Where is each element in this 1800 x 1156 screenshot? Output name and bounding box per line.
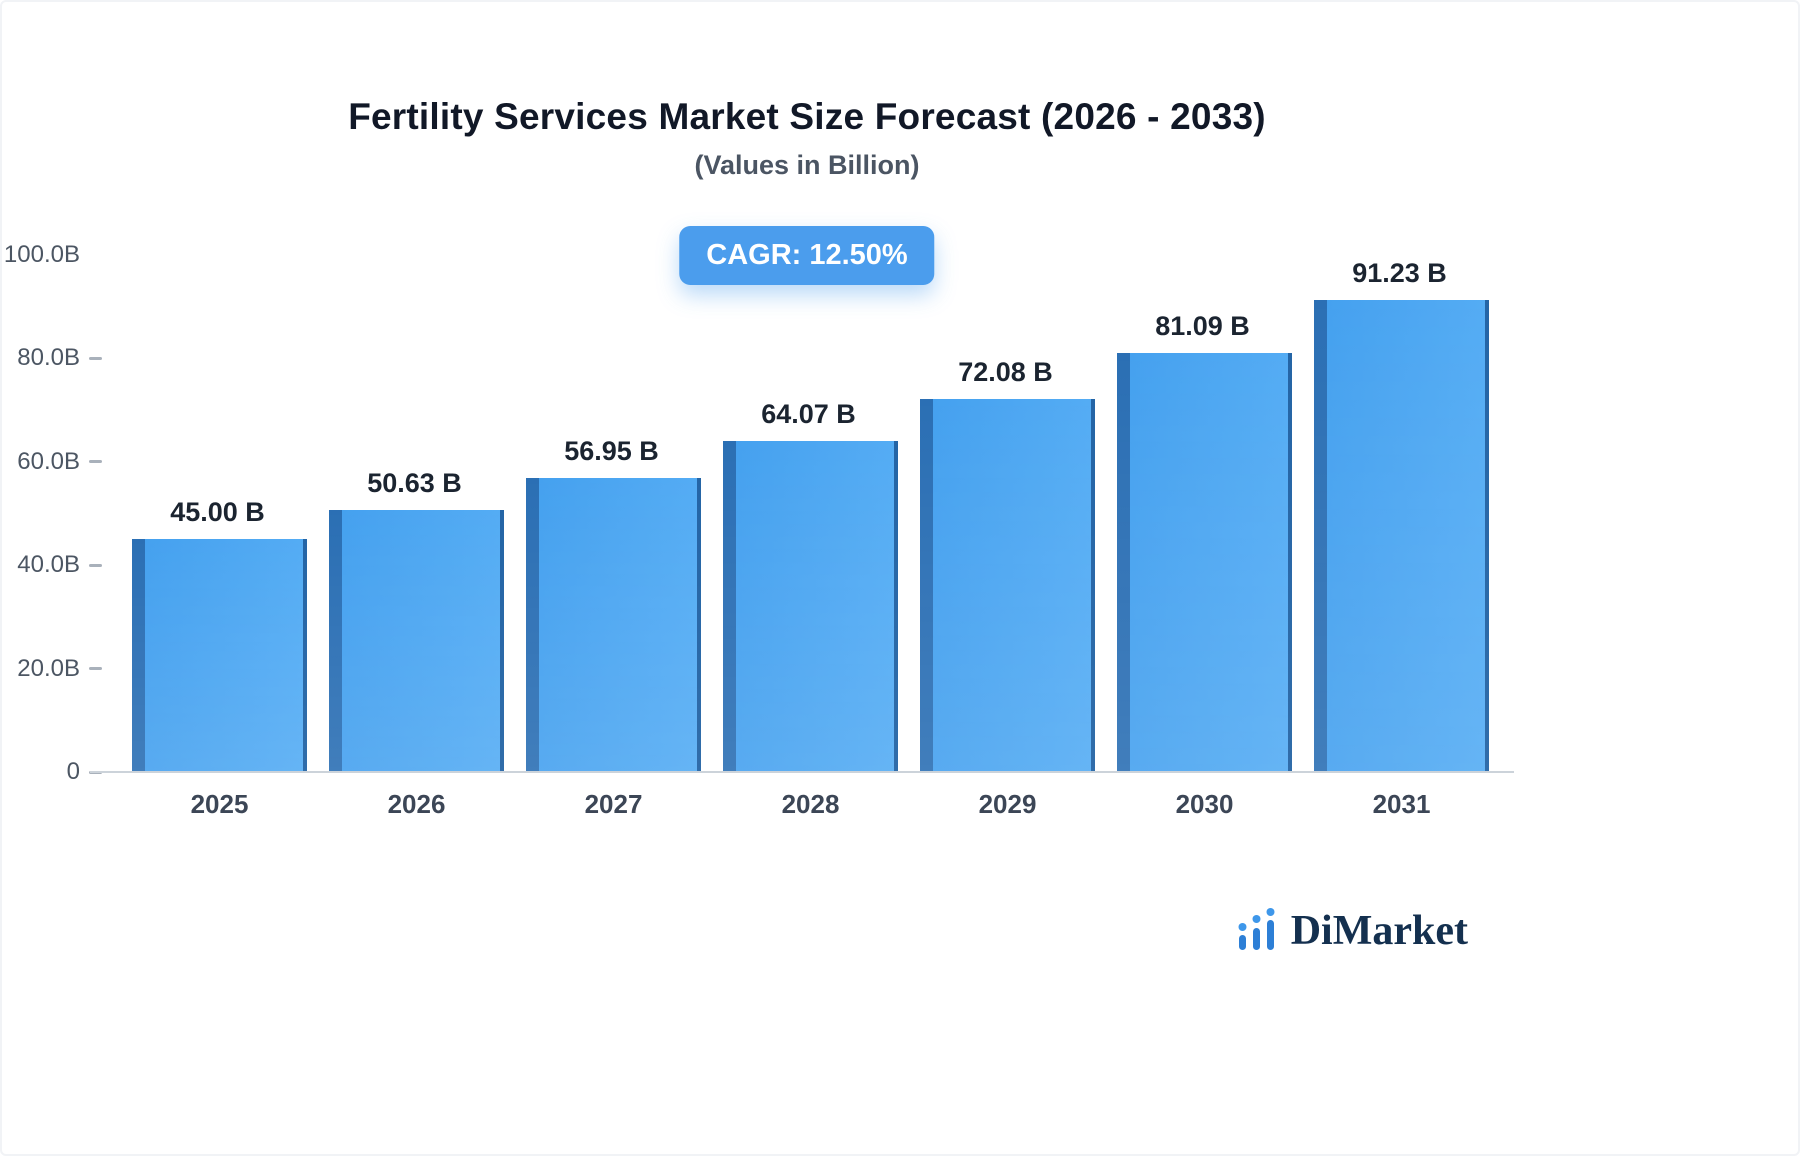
x-axis-labels: 2025 2026 2027 2028 2029 2030 2031 — [102, 789, 1512, 829]
bar-value-label: 91.23 B — [1352, 258, 1447, 289]
y-axis-tick-mark — [89, 667, 102, 671]
y-axis-tick-mark — [89, 563, 102, 567]
y-axis-tick: 40.0B — [17, 551, 102, 579]
y-axis-tick: 20.0B — [17, 655, 102, 683]
bar-2025: 45.00 B — [132, 255, 307, 772]
bar-2027: 56.95 B — [526, 255, 701, 772]
x-axis-label: 2030 — [1175, 789, 1234, 819]
bar-rect: 91.23 B — [1314, 258, 1489, 772]
x-axis-label: 2029 — [978, 789, 1037, 819]
y-axis-tick: 60.0B — [17, 448, 102, 476]
bar-2031: 91.23 B — [1314, 255, 1489, 772]
y-axis: 100.0B 80.0B 60.0B 40.0B 20.0B 0 — [2, 241, 102, 785]
bar-value-label: 81.09 B — [1155, 310, 1250, 341]
y-axis-tick: 80.0B — [17, 344, 102, 372]
bar-value-label: 50.63 B — [367, 468, 462, 499]
x-axis-label: 2026 — [387, 789, 446, 819]
y-axis-tick-mark — [89, 356, 102, 360]
bar-rect: 64.07 B — [723, 399, 898, 772]
x-axis-label: 2025 — [190, 789, 249, 819]
bar-2030: 81.09 B — [1117, 255, 1292, 772]
bar-2028: 64.07 B — [723, 255, 898, 772]
y-axis-tick-label: 20.0B — [17, 654, 80, 682]
bar-rect: 72.08 B — [920, 357, 1095, 772]
bar-2026: 50.63 B — [329, 255, 504, 772]
y-axis-tick: 100.0B — [4, 241, 102, 269]
y-axis-tick-label: 60.0B — [17, 447, 80, 475]
bar-value-label: 72.08 B — [958, 357, 1053, 388]
bar-2029: 72.08 B — [920, 255, 1095, 772]
x-axis-label: 2027 — [584, 789, 643, 819]
y-axis-tick-label: 100.0B — [3, 241, 80, 268]
plot-area: 45.00 B 50.63 B 56.95 B 64.07 B 72.08 B 81.09… — [102, 255, 1512, 772]
dimarket-logo-icon — [1238, 908, 1275, 950]
bar-value-label: 45.00 B — [170, 497, 265, 528]
cagr-badge: CAGR: 12.50% — [679, 226, 935, 285]
chart-title: Fertility Services Market Size Forecast … — [348, 96, 1266, 137]
bars-layer: 45.00 B 50.63 B 56.95 B 64.07 B 72.08 B 81.09… — [102, 255, 1512, 772]
bar-rect: 50.63 B — [329, 468, 504, 772]
chart-subtitle: (Values in Billion) — [694, 150, 920, 180]
bar-rect: 56.95 B — [526, 436, 701, 772]
x-axis-label: 2031 — [1372, 789, 1431, 819]
y-axis-tick-label: 0 — [66, 758, 80, 785]
bar-value-label: 56.95 B — [564, 435, 659, 466]
bar-rect: 81.09 B — [1117, 311, 1292, 772]
x-axis-label: 2028 — [781, 789, 840, 819]
brand-name: DiMarket — [1290, 908, 1468, 954]
bar-rect: 45.00 B — [132, 497, 307, 772]
x-axis-line — [90, 771, 1514, 773]
brand-logo: DiMarket — [1234, 908, 1468, 954]
y-axis-tick-label: 40.0B — [17, 551, 80, 579]
y-axis-tick-label: 80.0B — [17, 344, 80, 372]
y-axis-tick-mark — [89, 460, 102, 464]
bar-value-label: 64.07 B — [761, 398, 856, 429]
